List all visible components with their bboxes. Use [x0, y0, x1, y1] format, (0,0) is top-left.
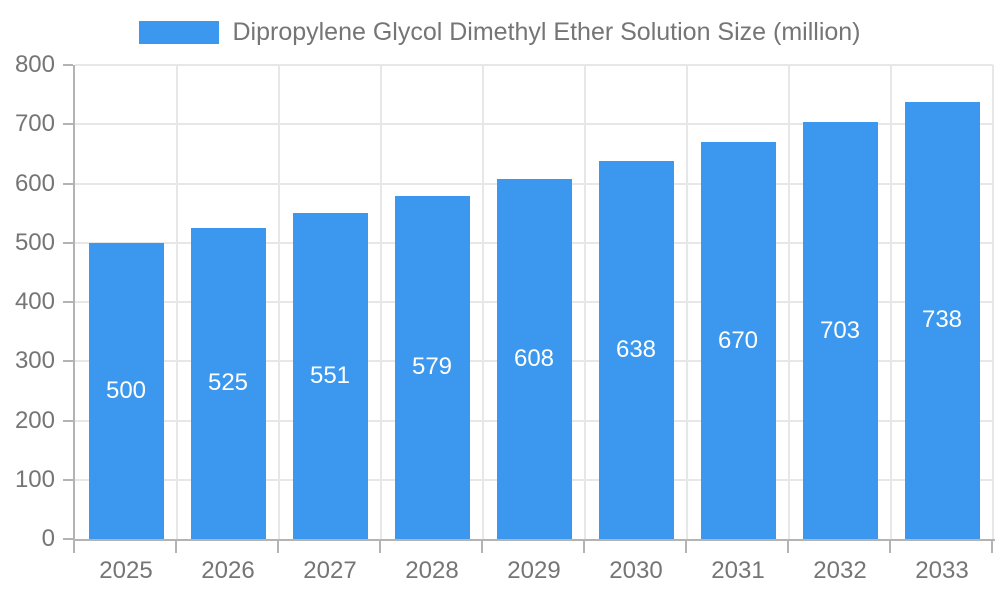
- y-axis-label: 500: [14, 228, 55, 256]
- bar-2028[interactable]: [394, 195, 470, 539]
- gridline-vertical: [788, 65, 790, 539]
- x-axis-label: 2032: [813, 557, 867, 584]
- gridline-vertical: [380, 65, 382, 539]
- legend-label: Dipropylene Glycol Dimethyl Ether Soluti…: [232, 18, 861, 46]
- x-tick: [175, 539, 177, 553]
- plot-area: 0 100 200 300 400 500 600 700 800 500 2025 525 2026 5…: [15, 52, 995, 584]
- y-axis-line: [73, 65, 75, 553]
- y-tick: [63, 123, 73, 126]
- bar-2025[interactable]: [88, 242, 164, 539]
- gridline-horizontal: [75, 64, 993, 66]
- y-tick: [63, 478, 73, 481]
- x-tick: [787, 539, 789, 553]
- x-tick: [685, 539, 687, 553]
- bar-2026[interactable]: [190, 227, 266, 539]
- bar-value-label: 608: [513, 344, 555, 372]
- bar-value-label: 525: [207, 369, 249, 397]
- bar-value-label: 638: [615, 335, 657, 363]
- bar-2029[interactable]: [496, 178, 572, 539]
- gridline-vertical: [482, 65, 484, 539]
- gridline-vertical: [890, 65, 892, 539]
- x-tick: [991, 539, 993, 553]
- y-axis-label: 0: [41, 525, 55, 552]
- x-axis-label: 2028: [405, 557, 459, 584]
- y-tick: [63, 241, 73, 244]
- bar-2032[interactable]: [802, 122, 878, 539]
- y-axis-label: 800: [14, 51, 55, 78]
- y-axis-label: 700: [14, 110, 55, 138]
- gridline-vertical: [278, 65, 280, 539]
- y-tick: [63, 64, 73, 66]
- gridline-vertical: [992, 65, 994, 539]
- x-tick: [583, 539, 585, 553]
- bar-value-label: 500: [105, 376, 147, 404]
- y-axis-label: 100: [14, 465, 55, 493]
- bar-2030[interactable]: [598, 160, 674, 539]
- bar-value-label: 670: [717, 326, 759, 354]
- y-axis-label: 600: [14, 169, 55, 197]
- y-tick: [63, 538, 73, 540]
- x-tick: [379, 539, 381, 553]
- gridline-horizontal: [75, 123, 993, 126]
- gridline-vertical: [176, 65, 178, 539]
- bar-value-label: 551: [309, 361, 351, 389]
- y-axis-label: 200: [14, 406, 55, 434]
- bar-value-label: 738: [921, 306, 963, 334]
- y-tick: [63, 301, 73, 303]
- bar-2031[interactable]: [700, 142, 776, 539]
- legend-swatch-icon: [139, 20, 220, 44]
- bar-2033[interactable]: [904, 101, 980, 539]
- x-axis-label: 2030: [609, 557, 663, 584]
- gridline-vertical: [686, 65, 688, 539]
- y-tick: [63, 182, 73, 185]
- x-tick: [481, 539, 483, 553]
- y-axis-label: 300: [14, 347, 55, 375]
- bar-value-label: 703: [819, 316, 861, 344]
- x-tick: [277, 539, 279, 553]
- y-axis-label: 400: [14, 288, 55, 315]
- bar-2027[interactable]: [292, 212, 368, 539]
- y-tick: [63, 360, 73, 363]
- x-axis-label: 2033: [915, 557, 969, 584]
- chart-legend[interactable]: Dipropylene Glycol Dimethyl Ether Soluti…: [0, 19, 1000, 45]
- bar-value-label: 579: [411, 353, 453, 381]
- x-axis-line: [73, 539, 995, 541]
- gridline-vertical: [584, 65, 586, 539]
- x-axis-label: 2025: [99, 557, 153, 584]
- y-tick: [63, 419, 73, 422]
- x-axis-label: 2026: [201, 557, 255, 584]
- x-axis-label: 2027: [303, 557, 357, 584]
- x-axis-label: 2031: [711, 557, 765, 584]
- x-axis-label: 2029: [507, 557, 561, 584]
- x-tick: [889, 539, 891, 553]
